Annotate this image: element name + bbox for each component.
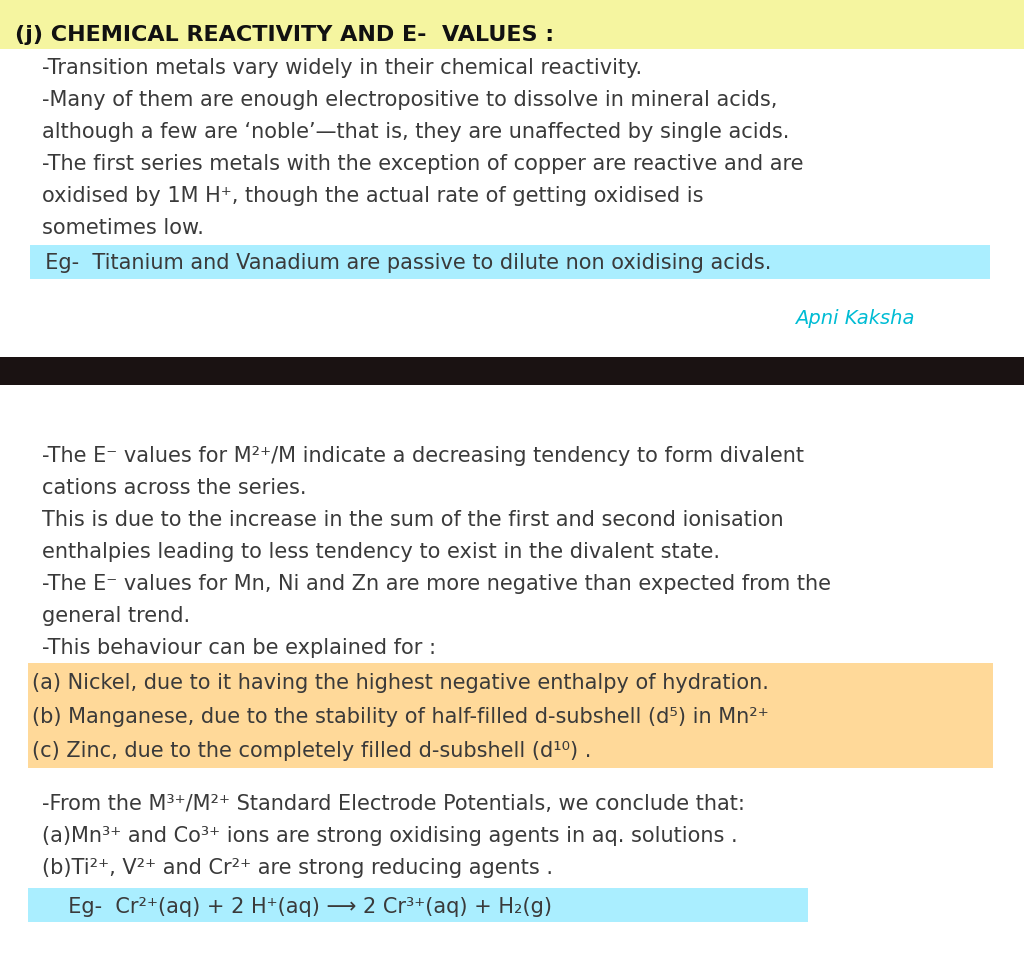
Text: Eg-  Cr²⁺(aq) + 2 H⁺(aq) ⟶ 2 Cr³⁺(aq) + H₂(g): Eg- Cr²⁺(aq) + 2 H⁺(aq) ⟶ 2 Cr³⁺(aq) + H… (55, 896, 552, 916)
Text: sometimes low.: sometimes low. (42, 218, 204, 238)
Text: -From the M³⁺/M²⁺ Standard Electrode Potentials, we conclude that:: -From the M³⁺/M²⁺ Standard Electrode Pot… (42, 793, 744, 813)
Bar (0, 358, 1024, 385)
Text: -Many of them are enough electropositive to dissolve in mineral acids,: -Many of them are enough electropositive… (42, 90, 777, 110)
Text: Eg-  Titanium and Vanadium are passive to dilute non oxidising acids.: Eg- Titanium and Vanadium are passive to… (32, 252, 771, 273)
Text: general trend.: general trend. (42, 605, 190, 625)
Text: -Transition metals vary widely in their chemical reactivity.: -Transition metals vary widely in their … (42, 58, 642, 78)
Bar (30, 245, 990, 280)
Bar (0, 0, 1024, 50)
Bar (28, 663, 993, 768)
Text: oxidised by 1M H⁺, though the actual rate of getting oxidised is: oxidised by 1M H⁺, though the actual rat… (42, 186, 703, 205)
Text: (a) Nickel, due to it having the highest negative enthalpy of hydration.: (a) Nickel, due to it having the highest… (32, 672, 769, 692)
Text: (b) Manganese, due to the stability of half-filled d-subshell (d⁵) in Mn²⁺: (b) Manganese, due to the stability of h… (32, 706, 769, 727)
Bar (28, 732, 993, 765)
Text: (c) Zinc, due to the completely filled d-subshell (d¹⁰) .: (c) Zinc, due to the completely filled d… (32, 740, 592, 760)
Text: cations across the series.: cations across the series. (42, 477, 306, 498)
Text: enthalpies leading to less tendency to exist in the divalent state.: enthalpies leading to less tendency to e… (42, 542, 720, 561)
Bar (28, 663, 993, 697)
Text: (b)Ti²⁺, V²⁺ and Cr²⁺ are strong reducing agents .: (b)Ti²⁺, V²⁺ and Cr²⁺ are strong reducin… (42, 857, 553, 877)
Bar (28, 888, 808, 922)
Text: although a few are ‘noble’—that is, they are unaffected by single acids.: although a few are ‘noble’—that is, they… (42, 122, 790, 142)
Text: -The E⁻ values for Mn, Ni and Zn are more negative than expected from the: -The E⁻ values for Mn, Ni and Zn are mor… (42, 573, 831, 594)
Bar (28, 697, 993, 732)
Text: Apni Kaksha: Apni Kaksha (795, 308, 914, 328)
Text: (j) CHEMICAL REACTIVITY AND E-  VALUES :: (j) CHEMICAL REACTIVITY AND E- VALUES : (15, 25, 554, 45)
Text: This is due to the increase in the sum of the first and second ionisation: This is due to the increase in the sum o… (42, 510, 783, 529)
Text: -The E⁻ values for M²⁺/M indicate a decreasing tendency to form divalent: -The E⁻ values for M²⁺/M indicate a decr… (42, 446, 804, 466)
Text: (a)Mn³⁺ and Co³⁺ ions are strong oxidising agents in aq. solutions .: (a)Mn³⁺ and Co³⁺ ions are strong oxidisi… (42, 825, 737, 845)
Text: -This behaviour can be explained for :: -This behaviour can be explained for : (42, 638, 436, 657)
Text: -The first series metals with the exception of copper are reactive and are: -The first series metals with the except… (42, 154, 804, 174)
